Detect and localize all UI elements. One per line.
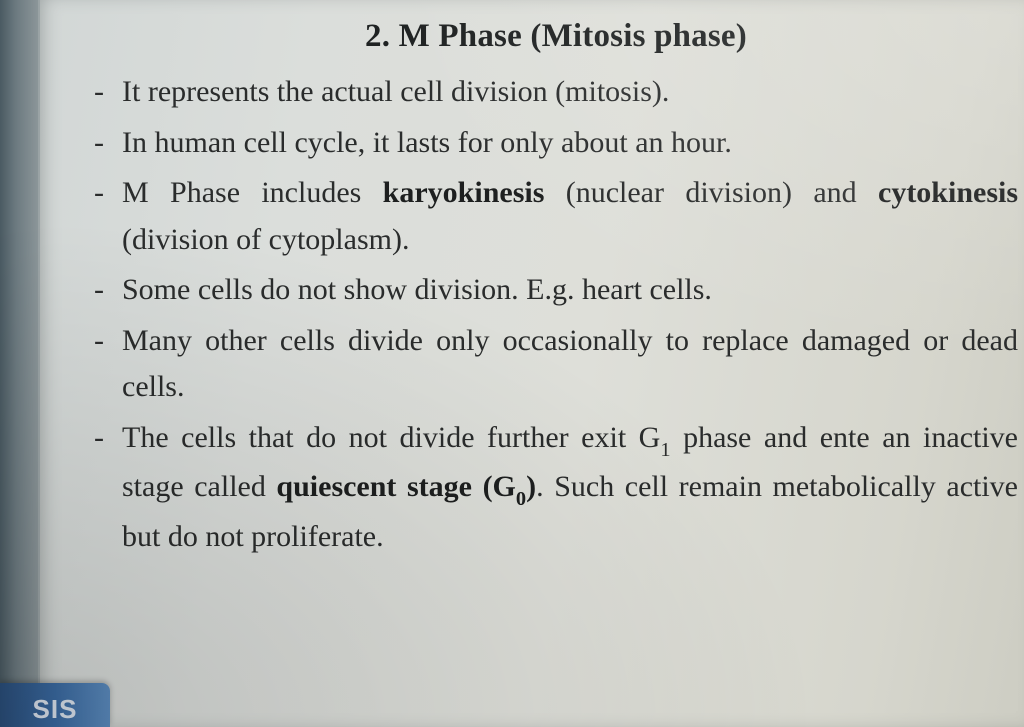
textbook-page: 2. M Phase (Mitosis phase) It represents… (38, 0, 1024, 727)
bullet-item: Many other cells divide only occasionall… (94, 318, 1018, 411)
bullet-item: In human cell cycle, it lasts for only a… (94, 120, 1018, 167)
bullet-item: Some cells do not show division. E.g. he… (94, 267, 1018, 314)
bullet-list: It represents the actual cell division (… (94, 69, 1018, 560)
page-corner-tab: SIS (0, 683, 110, 727)
section-heading: 2. M Phase (Mitosis phase) (94, 18, 1018, 55)
bullet-item: The cells that do not divide further exi… (94, 415, 1018, 561)
bullet-item: M Phase includes karyokinesis (nuclear d… (94, 170, 1018, 263)
corner-label: SIS (33, 694, 78, 725)
bullet-item: It represents the actual cell division (… (94, 69, 1018, 116)
book-spine-shadow (0, 0, 40, 727)
